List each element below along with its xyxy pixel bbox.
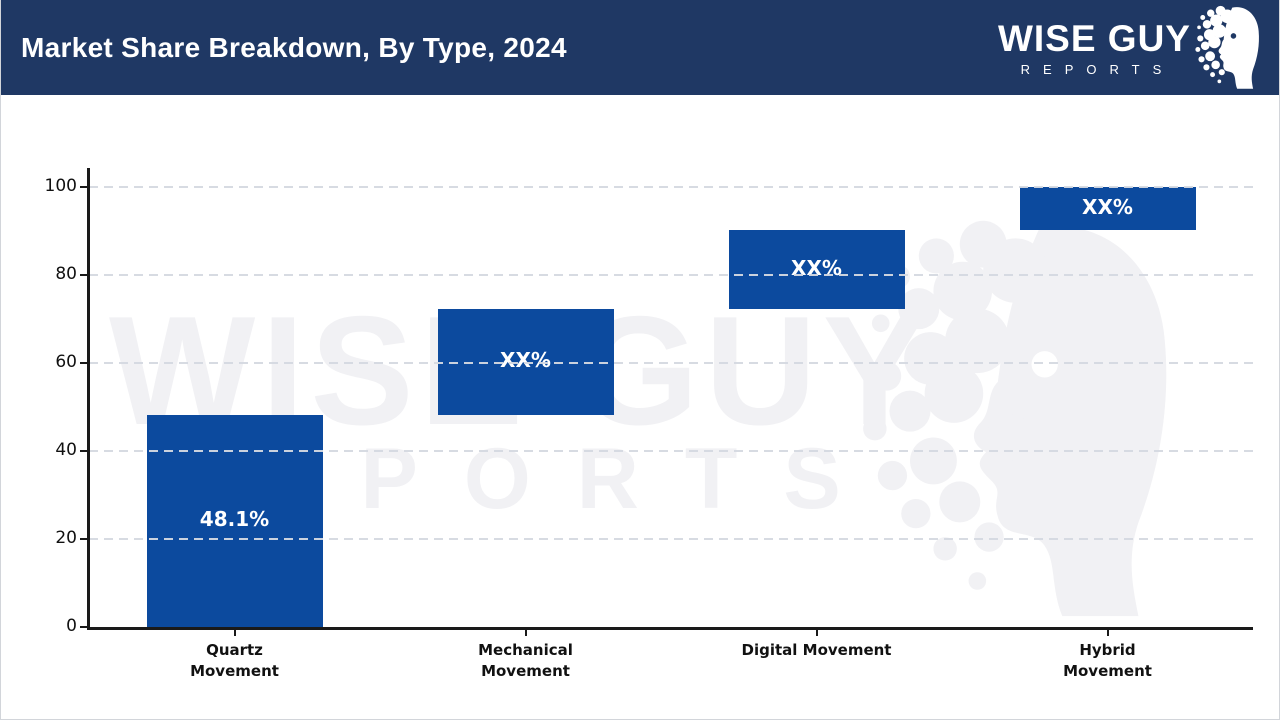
x-category-label: Mechanical Movement	[478, 641, 573, 680]
y-tick-mark	[80, 362, 88, 364]
x-tick-mark	[524, 629, 527, 636]
x-tick-mark	[1106, 629, 1109, 636]
bar-segment: XX%	[728, 230, 905, 310]
x-category-label: Digital Movement	[741, 641, 892, 659]
y-tick-label: 80	[55, 264, 77, 284]
y-tick-label: 60	[55, 352, 77, 372]
x-category-label: Quartz Movement	[190, 641, 279, 680]
bar-value-label: XX%	[791, 255, 842, 280]
bar-segment: XX%	[1019, 187, 1196, 231]
y-tick-mark	[80, 626, 88, 628]
gridline-40	[89, 450, 1253, 452]
y-tick-label: 100	[44, 176, 77, 196]
x-category-label: Hybrid Movement	[1063, 641, 1152, 680]
y-tick-mark	[80, 538, 88, 540]
x-tick-mark	[233, 629, 236, 636]
header-bar: Market Share Breakdown, By Type, 2024 WI…	[1, 0, 1279, 95]
gridline-60	[89, 362, 1253, 364]
page-title: Market Share Breakdown, By Type, 2024	[21, 31, 567, 63]
y-axis-spine	[87, 168, 90, 629]
watermark-head-icon	[863, 220, 1167, 617]
gridline-20	[89, 538, 1253, 540]
brand-subname: REPORTS	[1020, 61, 1175, 77]
bar-value-label: XX%	[500, 348, 551, 373]
bar-segment: 48.1%	[146, 415, 323, 627]
brand-head-icon	[1195, 5, 1259, 89]
gridline-100	[89, 186, 1253, 188]
x-axis-spine	[87, 627, 1253, 630]
brand-logo-text: WISE GUY REPORTS	[998, 18, 1191, 77]
y-tick-label: 0	[66, 616, 77, 636]
bar-value-label: XX%	[1082, 194, 1133, 219]
brand-name: WISE GUY	[997, 17, 1191, 59]
bar-value-label: 48.1%	[199, 507, 270, 532]
brand-logo: WISE GUY REPORTS	[998, 4, 1269, 90]
y-tick-label: 20	[55, 528, 77, 548]
y-tick-mark	[80, 274, 88, 276]
y-tick-mark	[80, 450, 88, 452]
y-tick-label: 40	[55, 440, 77, 460]
y-tick-mark	[80, 186, 88, 188]
gridline-80	[89, 274, 1253, 276]
x-tick-mark	[815, 629, 818, 636]
